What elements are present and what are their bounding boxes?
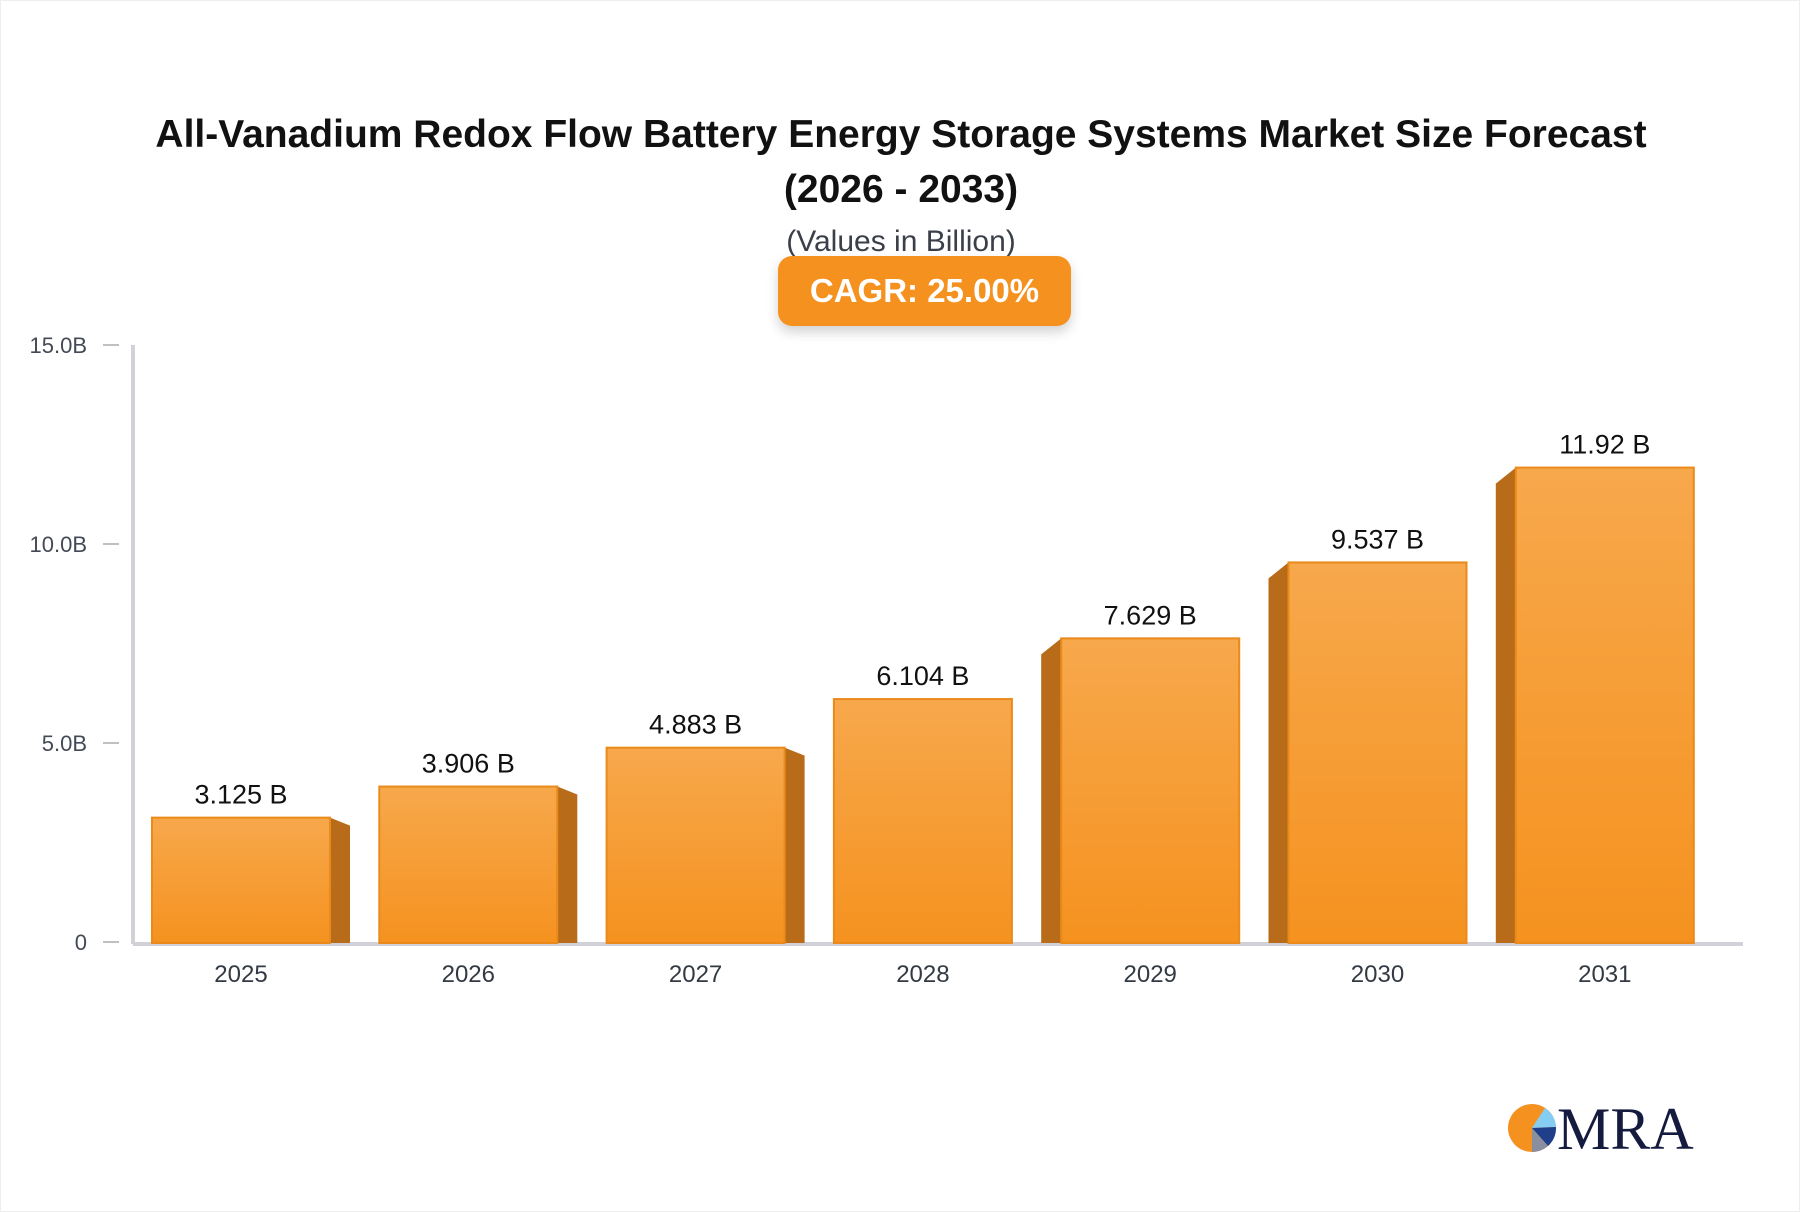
bar	[1287, 561, 1468, 945]
bar	[605, 746, 786, 945]
x-tick-label: 2030	[1351, 961, 1404, 988]
mra-logo: MRA	[1505, 1096, 1705, 1162]
bar-group: 6.104 B 2028	[832, 661, 1013, 988]
x-tick-label: 2031	[1578, 961, 1631, 988]
svg-text:MRA: MRA	[1557, 1097, 1694, 1157]
chart-subtitle: (Values in Billion)	[786, 225, 1016, 258]
data-label: 9.537 B	[1331, 524, 1424, 554]
cagr-badge: CAGR: 25.00%	[778, 256, 1071, 326]
x-tick-label: 2027	[669, 961, 722, 988]
bar-group: 9.537 B 2030	[1268, 524, 1468, 988]
bar	[832, 698, 1013, 944]
data-label: 4.883 B	[649, 710, 742, 740]
data-label: 11.92 B	[1559, 430, 1650, 460]
x-tick-label: 2029	[1124, 961, 1177, 988]
data-label: 6.104 B	[876, 661, 969, 691]
bar-group: 4.883 B 2027	[605, 710, 805, 988]
data-label: 3.906 B	[422, 749, 515, 779]
bar-side	[330, 817, 350, 943]
y-tick-label: 5.0B	[42, 731, 87, 756]
bar	[378, 785, 559, 944]
bar-side	[557, 786, 578, 943]
bar-group: 3.125 B 2025	[151, 780, 350, 988]
bar-group: 11.92 B 2031	[1495, 430, 1695, 988]
bar	[1060, 637, 1241, 944]
x-tick-label: 2026	[442, 961, 495, 988]
y-tick-label: 0	[75, 930, 87, 955]
y-tick-label: 15.0B	[30, 333, 88, 358]
bar-side	[1268, 562, 1289, 943]
bar	[151, 816, 331, 944]
bar-side	[1495, 467, 1516, 943]
x-tick-label: 2025	[214, 961, 267, 988]
chart-title-line2: (2026 - 2033)	[783, 168, 1019, 211]
bar	[1514, 466, 1695, 944]
chart-title-line1: All-Vanadium Redox Flow Battery Energy S…	[155, 113, 1647, 156]
bar-side	[1041, 638, 1062, 943]
data-label: 7.629 B	[1104, 600, 1197, 630]
x-tick-label: 2028	[896, 961, 949, 988]
y-tick-label: 10.0B	[30, 532, 88, 557]
data-label: 3.125 B	[194, 780, 287, 810]
bar-group: 7.629 B 2029	[1041, 600, 1241, 988]
bar-side	[784, 747, 805, 943]
bar-group: 3.906 B 2026	[378, 749, 578, 988]
